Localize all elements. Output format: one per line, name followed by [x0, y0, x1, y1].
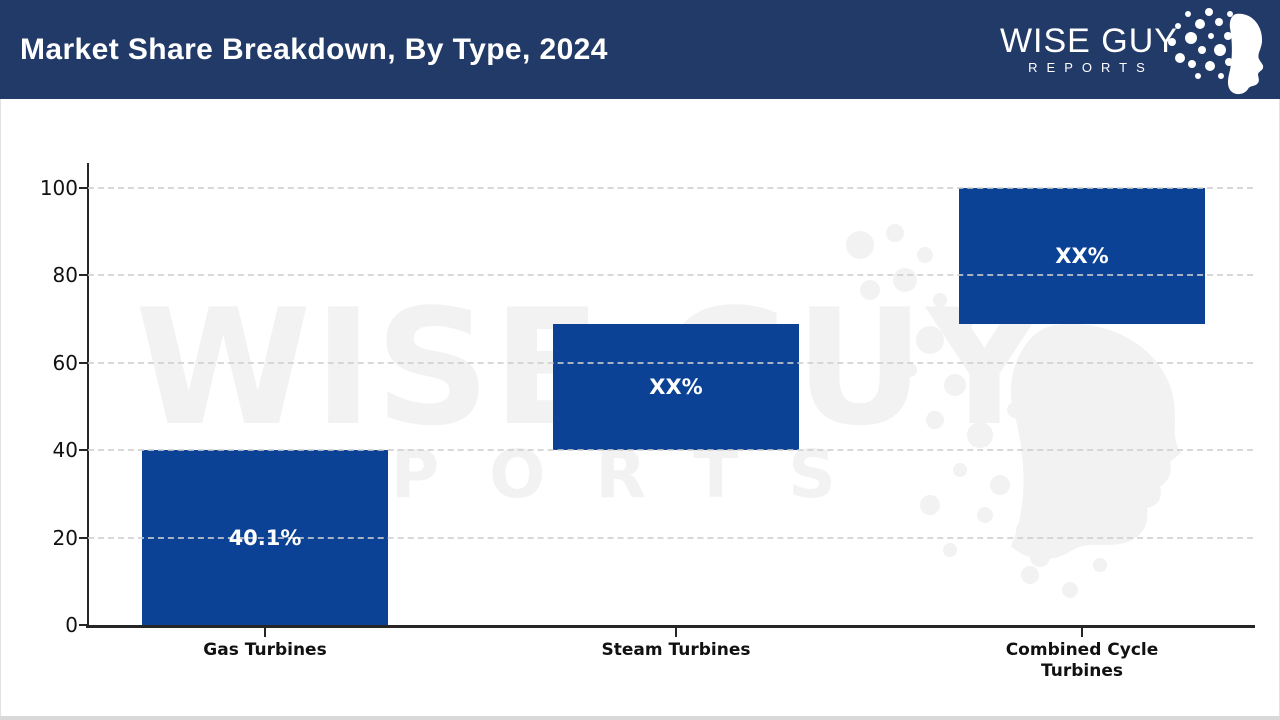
- market-share-bar: [959, 187, 1205, 324]
- y-axis-tick-label: 40: [52, 438, 78, 462]
- y-gridline: [88, 449, 1253, 451]
- x-axis-category-label: Gas Turbines: [203, 640, 327, 660]
- x-axis-category-label: Combined Cycle Turbines: [1005, 640, 1159, 681]
- y-axis-tick-label: 20: [52, 525, 78, 550]
- page-edge-left: [0, 99, 1, 720]
- logo-brand-text: WISE GUY: [999, 22, 1178, 60]
- x-axis-tickmark: [675, 628, 677, 637]
- bar-value-label: XX%: [649, 375, 703, 399]
- bar-value-label: 40.1%: [228, 525, 302, 550]
- y-axis-tickmark: [79, 186, 88, 189]
- y-gridline: [88, 361, 1253, 364]
- y-axis-tickmark: [79, 361, 88, 364]
- y-gridline: [88, 186, 1253, 189]
- header-band: Market Share Breakdown, By Type, 2024 WI…: [0, 0, 1280, 99]
- logo-face-icon: [1168, 7, 1264, 94]
- y-axis-tick-label: 0: [65, 613, 78, 637]
- logo-sub-text: REPORTS: [1028, 60, 1154, 75]
- logo-wordmark: WISE GUY REPORTS: [1000, 24, 1178, 75]
- market-share-bar: [553, 324, 799, 450]
- x-axis-tickmark: [264, 628, 266, 637]
- y-axis-tickmark: [79, 449, 88, 451]
- bar-value-label: XX%: [1055, 243, 1109, 268]
- y-gridline: [88, 274, 1253, 276]
- y-axis-tickmark: [79, 624, 88, 626]
- y-axis-tick-label: 100: [39, 175, 78, 200]
- y-gridline: [88, 536, 1253, 539]
- wise-guy-reports-logo: WISE GUY REPORTS: [1000, 4, 1268, 96]
- x-axis-category-label: Steam Turbines: [601, 640, 751, 660]
- x-axis-line: [86, 625, 1255, 628]
- y-axis-tickmark: [79, 274, 88, 276]
- watermark-face-icon: [846, 224, 1181, 598]
- y-axis-tick-label: 80: [52, 263, 78, 287]
- x-axis-tickmark: [1081, 628, 1083, 637]
- y-axis-line: [87, 163, 89, 628]
- y-axis-tickmark: [79, 536, 88, 539]
- page-title: Market Share Breakdown, By Type, 2024: [20, 32, 608, 66]
- page-bottom-strip: [0, 716, 1280, 720]
- y-axis-tick-label: 60: [52, 350, 78, 375]
